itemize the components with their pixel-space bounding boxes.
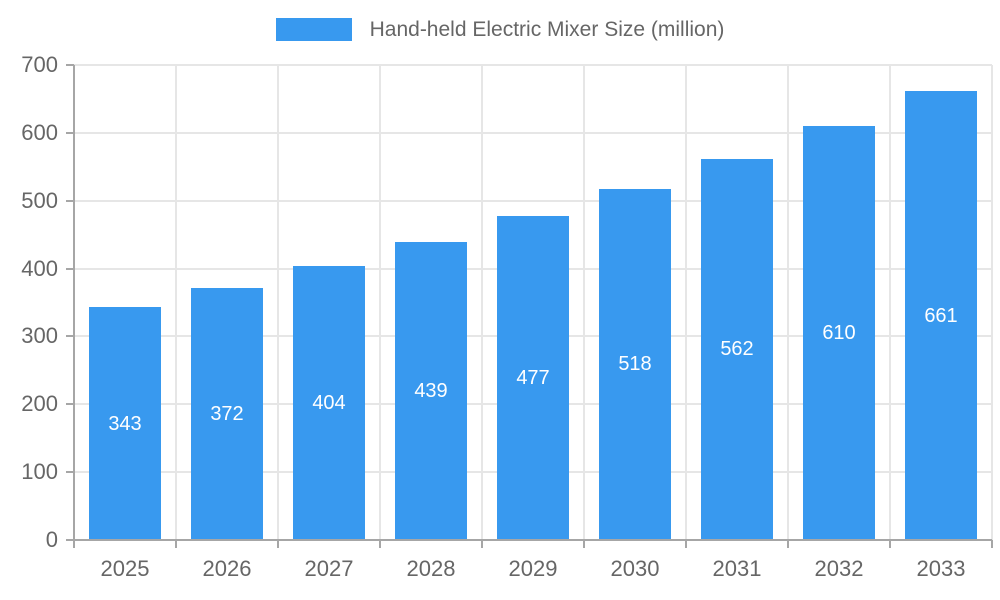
legend-label: Hand-held Electric Mixer Size (million) xyxy=(369,18,725,41)
bar[interactable] xyxy=(599,188,671,540)
x-axis-tick-label: 2033 xyxy=(916,556,966,581)
y-tick xyxy=(66,199,74,202)
x-gridline xyxy=(379,65,381,540)
y-axis-tick-label: 700 xyxy=(21,52,58,77)
x-axis-tick-label: 2028 xyxy=(406,556,456,581)
x-axis-tick-label: 2031 xyxy=(712,556,762,581)
x-gridline xyxy=(889,65,891,540)
bar-value-label: 518 xyxy=(618,353,652,376)
x-tick xyxy=(73,540,75,548)
y-axis-tick-label: 500 xyxy=(21,187,58,213)
x-tick xyxy=(277,540,279,548)
x-tick xyxy=(889,540,891,548)
bar[interactable] xyxy=(905,91,977,540)
y-axis-tick-label: 0 xyxy=(45,527,58,552)
bar[interactable] xyxy=(395,242,467,540)
y-tick xyxy=(66,335,74,338)
x-axis-tick-label: 2026 xyxy=(202,556,252,581)
x-axis-tick-label: 2030 xyxy=(610,556,660,581)
x-axis-line xyxy=(66,539,992,541)
x-gridline xyxy=(175,65,177,540)
bar-value-label: 343 xyxy=(108,412,142,435)
bar[interactable] xyxy=(497,216,569,540)
bar-value-label: 661 xyxy=(924,304,958,327)
x-tick xyxy=(481,540,483,548)
bar[interactable] xyxy=(701,158,773,540)
y-tick xyxy=(66,403,74,406)
bar-value-label: 562 xyxy=(720,338,754,361)
x-tick xyxy=(787,540,789,548)
x-gridline xyxy=(481,65,483,540)
y-gridline xyxy=(74,199,992,202)
legend[interactable]: Hand-held Electric Mixer Size (million) xyxy=(0,18,1000,41)
x-axis-tick-label: 2029 xyxy=(508,556,558,581)
bar-value-label: 610 xyxy=(822,322,856,345)
bar-value-label: 372 xyxy=(210,402,244,425)
bar[interactable] xyxy=(803,126,875,540)
x-tick xyxy=(175,540,177,548)
y-tick xyxy=(66,471,74,474)
x-axis-tick-label: 2032 xyxy=(814,556,864,581)
x-axis-tick-label: 2027 xyxy=(304,556,354,581)
bar-value-label: 404 xyxy=(312,391,346,414)
y-tick xyxy=(66,267,74,270)
bar[interactable] xyxy=(89,307,161,540)
bar-value-label: 439 xyxy=(414,380,448,403)
y-axis-tick-label: 600 xyxy=(21,119,58,145)
legend-swatch-icon xyxy=(275,18,352,41)
x-gridline xyxy=(583,65,585,540)
x-tick xyxy=(379,540,381,548)
bar[interactable] xyxy=(293,265,365,540)
x-axis-tick-label: 2025 xyxy=(100,556,150,581)
y-axis-tick-label: 100 xyxy=(21,459,58,485)
x-gridline xyxy=(991,65,993,540)
x-gridline xyxy=(277,65,279,540)
x-tick xyxy=(685,540,687,548)
y-gridline xyxy=(74,64,992,66)
y-axis-tick-label: 400 xyxy=(21,255,58,281)
x-tick xyxy=(991,540,993,548)
y-tick xyxy=(66,131,74,134)
y-axis-tick-label: 200 xyxy=(21,391,58,417)
y-tick xyxy=(66,64,74,66)
x-gridline xyxy=(787,65,789,540)
bar[interactable] xyxy=(191,287,263,540)
x-tick xyxy=(583,540,585,548)
y-gridline xyxy=(74,131,992,134)
y-axis-line xyxy=(73,65,75,541)
x-gridline xyxy=(685,65,687,540)
bar-value-label: 477 xyxy=(516,367,550,390)
y-axis-tick-label: 300 xyxy=(21,323,58,349)
